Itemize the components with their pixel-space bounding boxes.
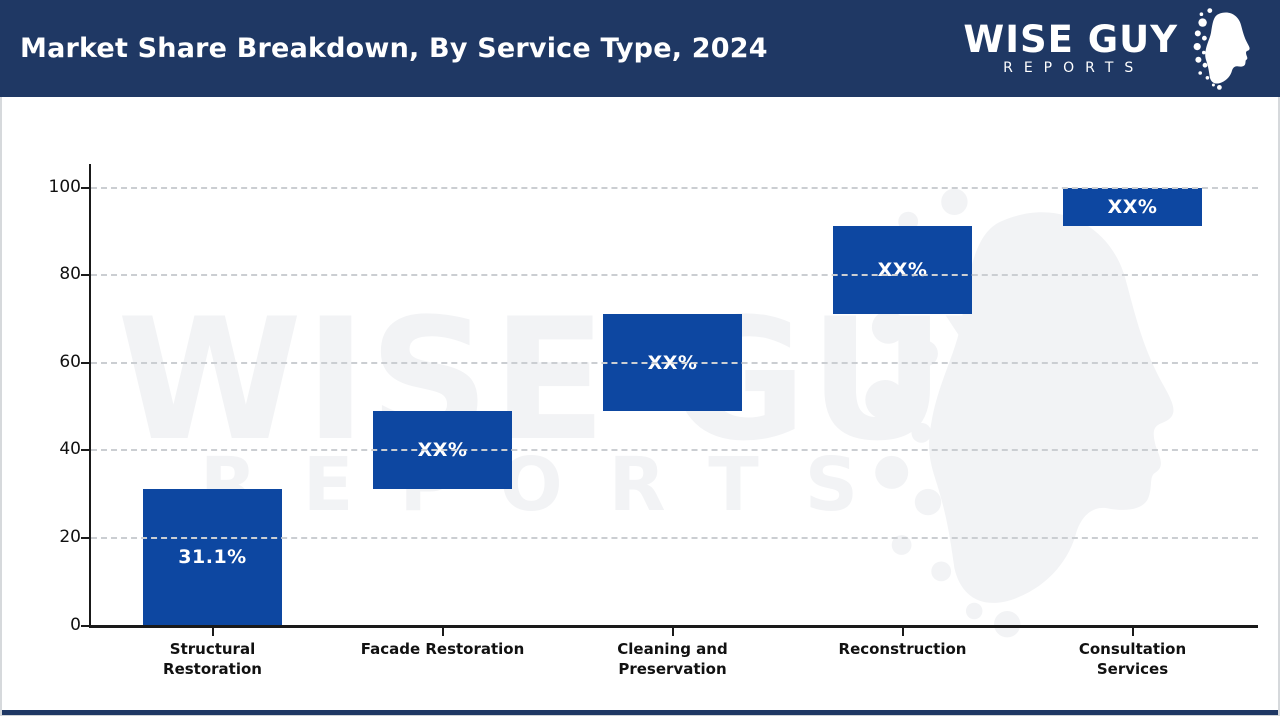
wiseguy-logo: WISE GUY REPORTS [963, 7, 1280, 91]
bar-value-label: XX% [1107, 195, 1158, 218]
x-category-label-line: Services [1096, 659, 1169, 678]
x-category-label-line: Cleaning and [617, 639, 728, 658]
x-tick-mark-structural-restoration [211, 627, 214, 636]
x-category-label-facade-restoration: Facade Restoration [328, 639, 558, 659]
x-category-label-reconstruction: Reconstruction [788, 639, 1018, 659]
logo-wordmark: WISE GUY [963, 17, 1178, 61]
y-tick-label-20: 20 [59, 526, 81, 547]
bar-structural-restoration: 31.1% [143, 489, 282, 626]
x-category-label-line: Facade Restoration [360, 639, 525, 658]
page-title: Market Share Breakdown, By Service Type,… [20, 33, 768, 64]
logo-text: WISE GUY REPORTS [963, 17, 1178, 77]
waterfall-plot: 0 20 40 60 80 100 31.1% Structural Restoration XX… [2, 97, 1278, 715]
y-tick-mark-60 [81, 361, 89, 364]
x-tick-mark-facade-restoration [441, 627, 444, 636]
x-category-label-line: Consultation [1078, 639, 1187, 658]
x-tick-mark-reconstruction [901, 627, 904, 636]
x-category-label-line: Preservation [618, 659, 727, 678]
x-category-label-structural-restoration: Structural Restoration [98, 639, 328, 679]
y-tick-mark-0 [81, 624, 89, 627]
x-category-label-cleaning-and-preservation: Cleaning and Preservation [558, 639, 788, 679]
gridline-60 [91, 361, 1258, 364]
bar-value-label: 31.1% [178, 546, 247, 569]
x-category-label-line: Restoration [163, 659, 262, 678]
x-tick-mark-cleaning-and-preservation [671, 627, 674, 636]
logo-subtext: REPORTS [1003, 59, 1145, 76]
x-category-label-line: Structural [169, 639, 256, 658]
y-tick-mark-100 [81, 186, 89, 189]
header-bar: Market Share Breakdown, By Service Type,… [0, 0, 1280, 97]
x-category-label-consultation-services: Consultation Services [1018, 639, 1248, 679]
y-tick-mark-20 [81, 536, 89, 539]
x-axis-line [89, 625, 1258, 628]
gridline-100 [91, 186, 1258, 189]
y-tick-label-80: 80 [59, 264, 81, 285]
y-tick-label-0: 0 [70, 614, 81, 635]
gridline-20 [91, 536, 1258, 539]
chart-canvas: WISE GUY REPORTS 0 20 40 60 80 100 31.1% Struct… [0, 97, 1280, 716]
y-tick-label-40: 40 [59, 439, 81, 460]
x-tick-mark-consultation-services [1131, 627, 1134, 636]
y-axis-line [89, 164, 91, 628]
y-tick-label-60: 60 [59, 351, 81, 372]
bar-consultation-services: XX% [1063, 187, 1202, 227]
y-tick-mark-80 [81, 274, 89, 277]
bar-value-label: XX% [877, 259, 928, 282]
y-tick-label-100: 100 [48, 176, 81, 197]
bar-reconstruction: XX% [833, 226, 972, 315]
gridline-80 [91, 274, 1258, 277]
x-category-label-line: Reconstruction [838, 639, 967, 658]
y-tick-mark-40 [81, 449, 89, 452]
footer-bar [2, 710, 1278, 715]
gridline-40 [91, 449, 1258, 452]
head-icon [1193, 7, 1250, 90]
